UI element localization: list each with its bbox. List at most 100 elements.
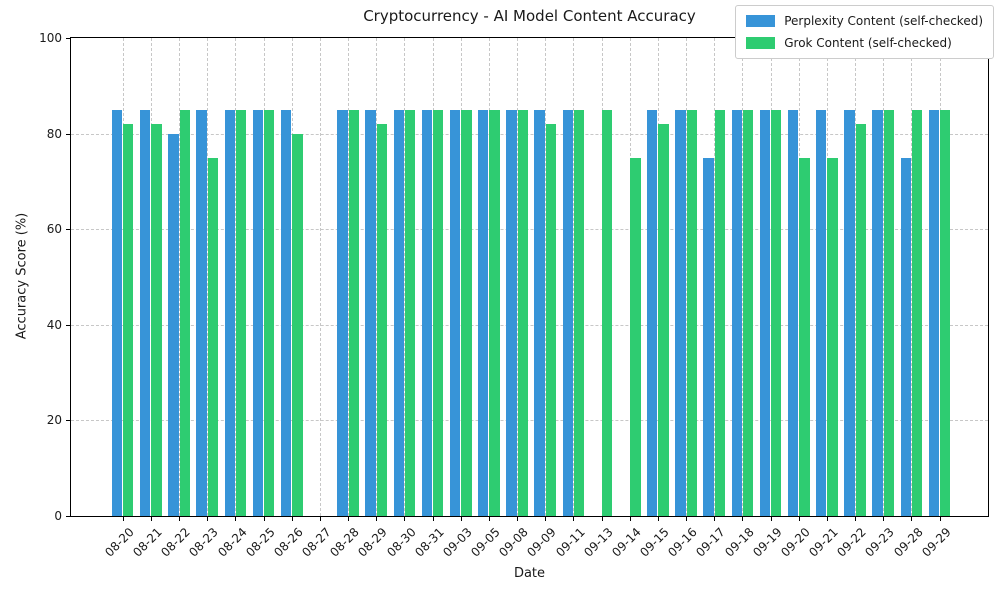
horizontal-gridline bbox=[71, 420, 988, 422]
x-tick-label: 08-24 bbox=[214, 525, 250, 560]
bar bbox=[196, 109, 207, 516]
legend-swatch-grok bbox=[746, 37, 776, 49]
bar bbox=[123, 124, 134, 516]
x-tick-label: 09-17 bbox=[693, 525, 729, 560]
bar bbox=[404, 109, 416, 516]
x-tick-label: 09-15 bbox=[637, 525, 672, 560]
x-tick-label: 09-28 bbox=[890, 525, 926, 560]
x-tick-mark bbox=[601, 517, 603, 521]
legend: Perplexity Content (self-checked) Grok C… bbox=[735, 5, 994, 59]
vertical-gridline bbox=[319, 38, 321, 516]
x-tick-label: 08-20 bbox=[102, 525, 137, 560]
bar bbox=[872, 109, 883, 516]
bar bbox=[573, 109, 585, 516]
x-tick-mark bbox=[911, 517, 913, 521]
bar bbox=[787, 109, 799, 516]
x-tick-label: 09-09 bbox=[524, 525, 560, 560]
bar bbox=[506, 109, 517, 516]
bar bbox=[461, 109, 472, 516]
legend-label-perplexity: Perplexity Content (self-checked) bbox=[784, 14, 983, 28]
x-tick-mark bbox=[545, 517, 547, 521]
y-tick-mark bbox=[66, 324, 70, 326]
x-tick-mark bbox=[291, 517, 293, 521]
bar bbox=[365, 109, 376, 516]
x-tick-label: 08-22 bbox=[158, 525, 193, 560]
x-tick-label: 09-11 bbox=[552, 525, 588, 560]
x-tick-mark bbox=[376, 517, 378, 521]
y-tick-label: 80 bbox=[46, 126, 62, 141]
bar bbox=[264, 109, 275, 516]
horizontal-gridline bbox=[71, 229, 988, 231]
bar bbox=[911, 109, 923, 516]
bar bbox=[478, 109, 489, 516]
bar bbox=[714, 109, 726, 516]
x-tick-label: 09-14 bbox=[609, 525, 644, 560]
x-tick-label: 09-05 bbox=[468, 525, 503, 560]
bar bbox=[224, 109, 235, 516]
y-tick-label: 100 bbox=[39, 31, 62, 45]
bar bbox=[686, 109, 697, 516]
bar bbox=[111, 109, 123, 516]
x-tick-mark bbox=[432, 517, 434, 521]
bar bbox=[337, 109, 348, 516]
bar bbox=[731, 109, 742, 516]
bar bbox=[421, 109, 433, 516]
bar bbox=[562, 109, 573, 516]
x-axis-label: Date bbox=[513, 566, 546, 581]
bar bbox=[827, 157, 838, 516]
x-tick-mark bbox=[348, 517, 350, 521]
legend-label-grok: Grok Content (self-checked) bbox=[784, 36, 952, 50]
plot-area bbox=[70, 37, 989, 517]
bar bbox=[517, 109, 528, 516]
bar bbox=[855, 124, 866, 516]
y-tick-mark bbox=[66, 516, 70, 517]
x-tick-mark bbox=[179, 517, 181, 521]
x-tick-mark bbox=[404, 517, 406, 521]
bar bbox=[816, 109, 827, 516]
x-tick-mark bbox=[629, 517, 631, 521]
bar bbox=[292, 133, 303, 516]
x-tick-mark bbox=[207, 517, 209, 521]
bar bbox=[235, 109, 247, 516]
x-tick-label: 08-27 bbox=[299, 525, 334, 560]
x-tick-label: 09-29 bbox=[918, 525, 954, 560]
bar bbox=[759, 109, 771, 516]
bar bbox=[602, 109, 613, 516]
x-tick-mark bbox=[488, 517, 490, 521]
x-tick-label: 08-29 bbox=[355, 525, 391, 560]
x-tick-label: 08-28 bbox=[327, 525, 362, 560]
bar bbox=[928, 109, 940, 516]
x-tick-mark bbox=[235, 517, 237, 521]
x-tick-mark bbox=[742, 517, 744, 521]
y-tick-mark bbox=[66, 229, 70, 231]
bar bbox=[647, 109, 658, 516]
y-tick-mark bbox=[66, 420, 70, 422]
legend-swatch-perplexity bbox=[746, 15, 776, 27]
y-tick-label: 40 bbox=[46, 317, 62, 332]
bar bbox=[433, 109, 444, 516]
bar bbox=[140, 109, 151, 516]
bar bbox=[207, 157, 218, 516]
x-tick-mark bbox=[855, 517, 857, 521]
bar bbox=[940, 109, 951, 516]
bar bbox=[179, 109, 190, 516]
x-tick-label: 09-18 bbox=[721, 525, 757, 560]
bar bbox=[534, 109, 545, 516]
y-tick-label: 0 bbox=[54, 509, 62, 523]
legend-item-perplexity: Perplexity Content (self-checked) bbox=[746, 14, 983, 28]
x-tick-mark bbox=[573, 517, 575, 521]
x-tick-mark bbox=[714, 517, 716, 521]
bar bbox=[280, 109, 292, 516]
x-tick-label: 09-13 bbox=[580, 525, 616, 560]
bar bbox=[151, 124, 162, 516]
x-tick-label: 08-25 bbox=[242, 525, 278, 560]
x-tick-label: 09-19 bbox=[749, 525, 785, 560]
bar bbox=[799, 157, 810, 516]
x-tick-label: 09-20 bbox=[778, 525, 813, 560]
x-tick-label: 09-22 bbox=[834, 525, 870, 560]
bar bbox=[742, 109, 754, 516]
x-tick-label: 08-26 bbox=[271, 525, 306, 560]
x-tick-mark bbox=[686, 517, 688, 521]
x-tick-mark bbox=[770, 517, 772, 521]
